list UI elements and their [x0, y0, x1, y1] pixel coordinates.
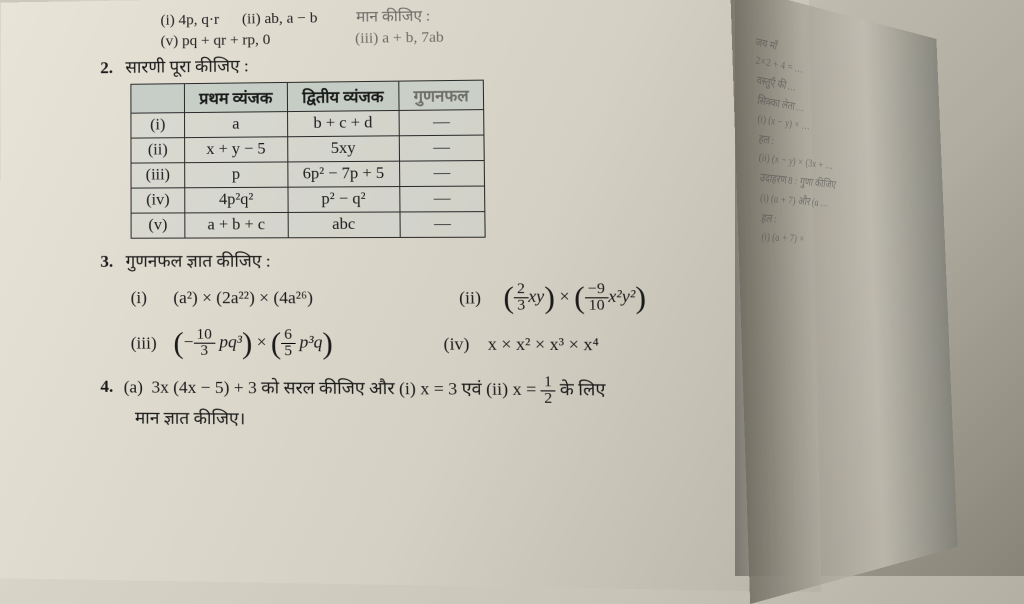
top-ii: (ii) ab, a − b — [242, 10, 318, 27]
q4-line1a: 3x (4x − 5) + 3 को सरल कीजिए और (i) x = … — [152, 377, 537, 399]
th-first: प्रथम व्यंजक — [184, 82, 287, 112]
q2-number: 2. — [100, 58, 113, 77]
q3-iii-expr: (−103 pq³) × (65 p³q) — [173, 327, 333, 359]
row-b: abc — [288, 212, 400, 238]
q3-iv-expr: x × x² × x³ × x⁴ — [488, 334, 599, 355]
q3-row-2: (iii) (−103 pq³) × (65 p³q) (iv) x × x² … — [131, 327, 784, 361]
row-a: 4p²q² — [185, 187, 288, 213]
q4-number: 4. — [100, 377, 113, 396]
q3-row-1: (i) (a²) × (2a²²) × (4a²⁶) (ii) (23xy) ×… — [131, 282, 783, 314]
expression-table: प्रथम व्यंजक द्वितीय व्यंजक गुणनफल (i) a… — [130, 80, 486, 239]
q4-part-a: (a) — [124, 377, 143, 396]
q2-heading: 2. सारणी पूरा कीजिए : — [100, 46, 778, 78]
q3-ii-expr: (23xy) × (−910x²y²) — [503, 282, 646, 314]
right-page: जय माँ 2×2 + 4 = … वस्तुएँ की … सिक्का ल… — [730, 0, 957, 604]
q3-item-ii: (ii) (23xy) × (−910x²y²) — [459, 282, 646, 314]
row-b: 6p² − 7p + 5 — [288, 161, 400, 187]
th-second: द्वितीय व्यंजक — [287, 81, 399, 111]
q3-items: (i) (a²) × (2a²²) × (4a²⁶) (ii) (23xy) ×… — [131, 282, 784, 362]
row-a: p — [185, 162, 288, 188]
top-i: (i) 4p, q·r — [160, 12, 219, 29]
q3-item-i: (i) (a²) × (2a²²) × (4a²⁶) — [131, 287, 313, 307]
row-num: (iv) — [131, 188, 185, 213]
top-iii: (iii) a + b, 7ab — [355, 30, 444, 47]
row-b: 5xy — [287, 136, 399, 162]
q3-i-expr: (a²) × (2a²²) × (4a²⁶) — [173, 287, 313, 307]
q3-heading: 3. गुणनफल ज्ञात कीजिए : — [100, 247, 782, 272]
q3-item-iii: (iii) (−103 pq³) × (65 p³q) — [131, 327, 333, 359]
q4-line1b: के लिए — [560, 379, 606, 399]
row-num: (i) — [131, 113, 185, 138]
table-row: (i) a b + c + d — — [131, 110, 484, 139]
row-p: — — [400, 212, 486, 238]
table-row: (ii) x + y − 5 5xy — — [131, 135, 485, 163]
q3-iv-label: (iv) — [443, 334, 479, 355]
table-row: (v) a + b + c abc — — [131, 212, 485, 239]
table-row: (iii) p 6p² − 7p + 5 — — [131, 161, 485, 189]
q3-ii-label: (ii) — [459, 287, 495, 308]
q3-i-label: (i) — [131, 287, 166, 307]
table-row: (iv) 4p²q² p² − q² — — [131, 186, 485, 213]
row-b: p² − q² — [288, 187, 400, 213]
table-header-row: प्रथम व्यंजक द्वितीय व्यंजक गुणनफल — [131, 80, 484, 113]
q4-line2: मान ज्ञात कीजिए। — [135, 408, 245, 428]
q2-text: सारणी पूरा कीजिए : — [125, 56, 249, 77]
th-blank — [131, 84, 185, 114]
q4-frac: 12 — [541, 375, 556, 407]
row-p: — — [399, 161, 485, 187]
row-num: (iii) — [131, 163, 185, 188]
q3-number: 3. — [100, 252, 113, 271]
left-page: (i) 4p, q·r (ii) ab, a − b मान कीजिए : (… — [0, 0, 822, 592]
top-v: (v) pq + qr + rp, 0 — [161, 32, 271, 50]
row-p: — — [399, 186, 485, 212]
row-p: — — [399, 110, 485, 136]
row-a: a — [185, 112, 288, 138]
q3-iii-label: (iii) — [131, 333, 166, 353]
row-num: (ii) — [131, 138, 185, 163]
row-num: (v) — [131, 213, 185, 238]
q3-text: गुणनफल ज्ञात कीजिए : — [126, 251, 271, 270]
top-rt: मान कीजिए : — [356, 9, 430, 26]
q4: 4. (a) 3x (4x − 5) + 3 को सरल कीजिए और (… — [100, 373, 785, 439]
row-b: b + c + d — [287, 110, 399, 136]
row-a: a + b + c — [185, 212, 288, 238]
row-a: x + y − 5 — [185, 137, 288, 163]
q3-item-iv: (iv) x × x² × x³ × x⁴ — [443, 334, 599, 355]
th-product: गुणनफल — [398, 80, 484, 110]
row-p: — — [399, 135, 485, 161]
